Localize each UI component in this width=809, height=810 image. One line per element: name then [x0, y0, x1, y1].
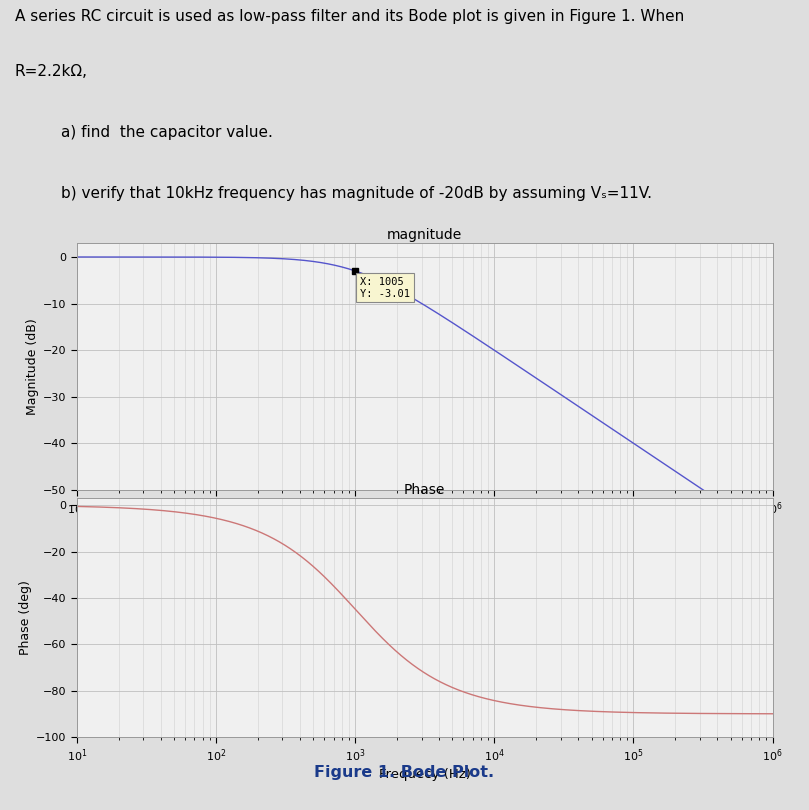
Title: magnitude: magnitude [387, 228, 463, 242]
Text: A series RC circuit is used as low-pass filter and its Bode plot is given in Fig: A series RC circuit is used as low-pass … [15, 9, 684, 24]
Text: b) verify that 10kHz frequency has magnitude of -20dB by assuming Vₛ=11V.: b) verify that 10kHz frequency has magni… [61, 186, 652, 201]
Title: Phase: Phase [404, 483, 446, 497]
X-axis label: Frequecy (Hz): Frequecy (Hz) [379, 768, 471, 782]
Y-axis label: Magnitude (dB): Magnitude (dB) [26, 318, 39, 415]
Text: a) find  the capacitor value.: a) find the capacitor value. [61, 125, 273, 140]
Y-axis label: Phase (deg): Phase (deg) [19, 580, 32, 655]
Text: Figure 1. Bode Plot.: Figure 1. Bode Plot. [315, 765, 494, 780]
Text: X: 1005
Y: -3.01: X: 1005 Y: -3.01 [360, 277, 410, 299]
Text: R=2.2kΩ,: R=2.2kΩ, [15, 63, 87, 79]
X-axis label: Frequency (Hz): Frequency (Hz) [375, 521, 475, 535]
